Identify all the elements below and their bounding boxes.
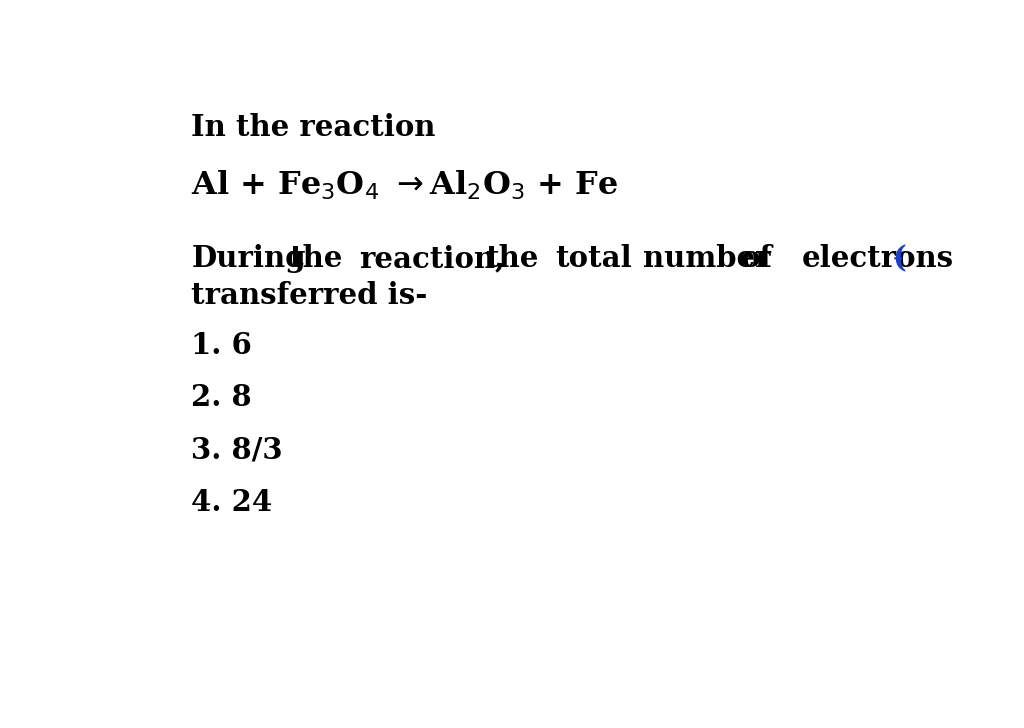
- Text: During: During: [191, 245, 306, 273]
- Text: 4. 24: 4. 24: [191, 488, 272, 517]
- Text: the: the: [485, 245, 539, 273]
- Text: transferred is-: transferred is-: [191, 281, 428, 309]
- Text: electrons: electrons: [802, 245, 953, 273]
- Text: total: total: [555, 245, 632, 273]
- Text: 1. 6: 1. 6: [191, 331, 252, 360]
- Text: of: of: [741, 245, 773, 273]
- Text: 2. 8: 2. 8: [191, 384, 252, 412]
- Text: reaction,: reaction,: [359, 245, 505, 273]
- Text: number: number: [643, 245, 771, 273]
- Text: Al + Fe$_3$O$_4$ $\rightarrow$Al$_2$O$_3$ + Fe: Al + Fe$_3$O$_4$ $\rightarrow$Al$_2$O$_3…: [191, 169, 618, 202]
- Text: the: the: [290, 245, 343, 273]
- Text: (: (: [892, 245, 906, 273]
- Text: In the reaction: In the reaction: [191, 113, 436, 141]
- Text: 3. 8/3: 3. 8/3: [191, 435, 283, 464]
